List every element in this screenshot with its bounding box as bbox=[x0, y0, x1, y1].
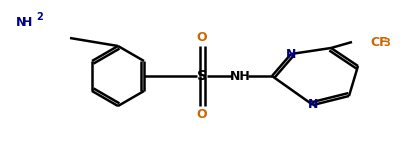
Text: H: H bbox=[21, 16, 32, 29]
Text: 3: 3 bbox=[383, 38, 390, 48]
Text: O: O bbox=[197, 108, 207, 121]
Text: O: O bbox=[197, 31, 207, 44]
Text: N: N bbox=[286, 48, 296, 61]
Text: CF: CF bbox=[370, 35, 388, 48]
Text: S: S bbox=[197, 69, 207, 83]
Text: N: N bbox=[16, 16, 26, 29]
Text: N: N bbox=[308, 98, 318, 111]
Text: NH: NH bbox=[230, 69, 250, 82]
Text: 2: 2 bbox=[37, 12, 43, 22]
